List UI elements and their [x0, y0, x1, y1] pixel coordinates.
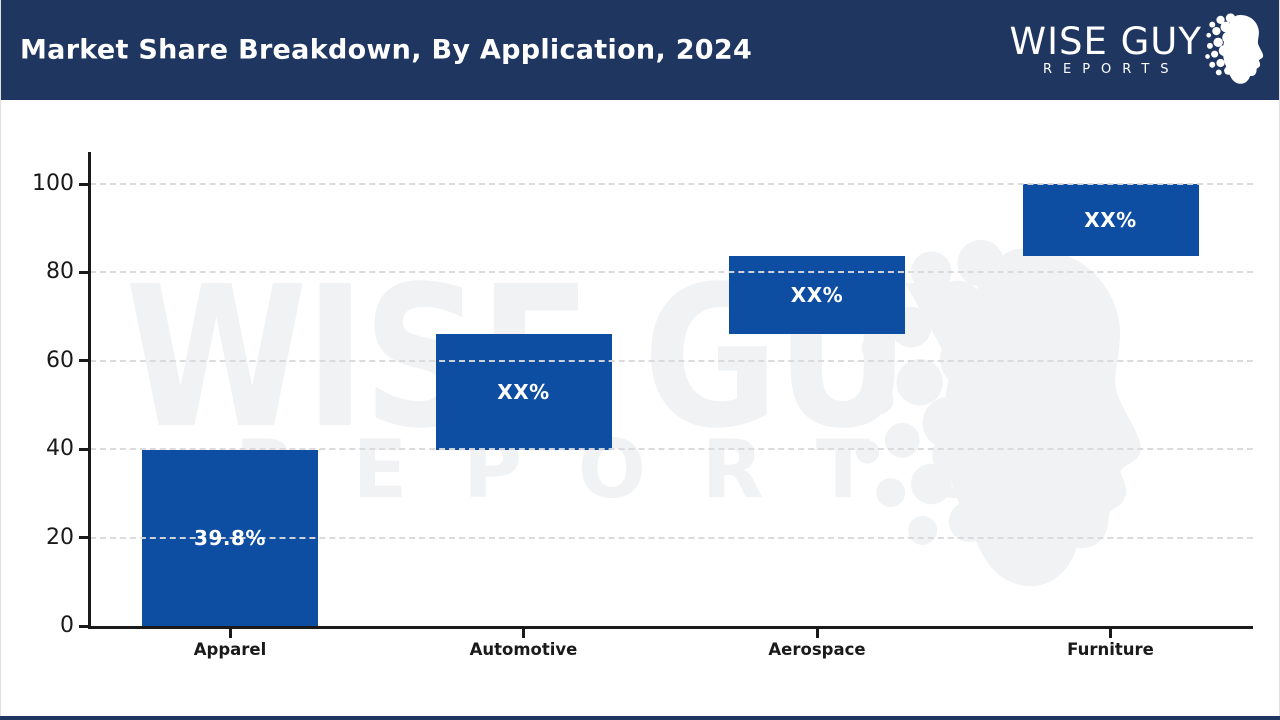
- y-axis-tick: [79, 182, 89, 186]
- page-title: Market Share Breakdown, By Application, …: [20, 34, 753, 66]
- gridline-60: [90, 359, 1253, 362]
- y-axis-tick-label: 0: [60, 613, 74, 638]
- logo-face-icon: [1205, 13, 1264, 84]
- wise-guy-reports-logo: WISE GUY REPORTS: [1010, 6, 1266, 94]
- bar-furniture: [1022, 184, 1199, 256]
- x-category-label-automotive: Automotive: [469, 640, 578, 659]
- bar-aerospace: [729, 255, 905, 334]
- y-axis-tick: [79, 270, 89, 274]
- y-axis-tick: [79, 536, 89, 540]
- y-axis-tick-label: 60: [46, 347, 74, 373]
- gridline-100: [90, 183, 1253, 185]
- header-banner: Market Share Breakdown, By Application, …: [0, 0, 1280, 100]
- y-axis-tick-label: 100: [32, 171, 74, 196]
- y-axis-tick-label: 20: [46, 524, 74, 550]
- x-axis-tick: [1109, 629, 1112, 638]
- waterfall-chart: WISE GUY REPORTS 39.8% XX% XX% XX% 0 20 40 60 80…: [0, 100, 1280, 716]
- y-axis-tick-label: 40: [46, 436, 74, 462]
- logo-wordmark: WISE GUY: [1009, 19, 1202, 63]
- logo-subtext: REPORTS: [1042, 62, 1180, 78]
- logo-text: WISE GUY REPORTS: [1009, 19, 1202, 78]
- footer-accent-bar: [0, 716, 1280, 720]
- x-axis-line: [88, 626, 1253, 629]
- x-category-label-furniture: Furniture: [1067, 640, 1154, 659]
- bar-automotive: [435, 333, 612, 451]
- x-axis-tick: [228, 629, 232, 638]
- y-axis-tick: [79, 359, 89, 363]
- gridline-40: [90, 448, 1253, 451]
- gridline-20: [90, 536, 1253, 539]
- y-axis-tick: [79, 624, 89, 628]
- x-category-label-aerospace: Aerospace: [768, 640, 866, 659]
- x-axis-tick: [522, 629, 525, 638]
- y-axis-tick-label: 80: [46, 259, 74, 285]
- x-axis-tick: [815, 629, 819, 638]
- x-category-label-apparel: Apparel: [193, 640, 267, 659]
- y-axis-tick: [79, 447, 89, 451]
- y-axis-line: [88, 152, 91, 629]
- gridline-80: [90, 271, 1253, 274]
